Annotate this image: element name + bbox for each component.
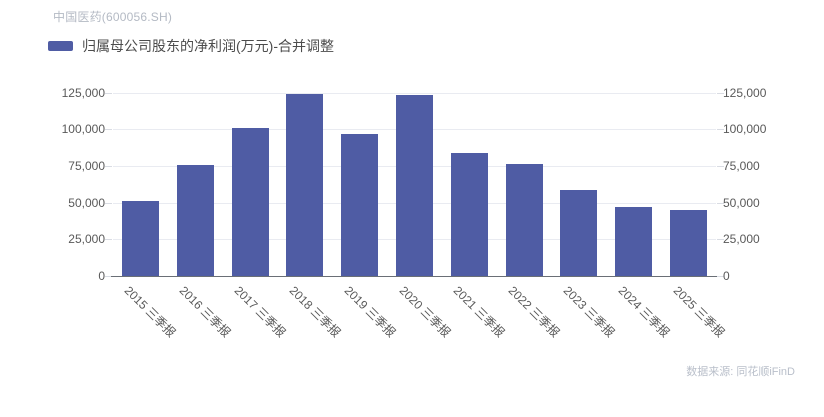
bar-2023-三季报[interactable] xyxy=(560,189,598,276)
y-axis-tick-left xyxy=(105,165,112,167)
x-axis-label: 2018 三季报 xyxy=(286,283,344,341)
y-axis-label-right: 25,000 xyxy=(723,232,760,247)
y-axis-tick-left xyxy=(105,239,112,241)
x-axis-label: 2020 三季报 xyxy=(396,283,453,341)
x-axis-label: 2019 三季报 xyxy=(341,283,398,341)
y-axis-label-left: 25,000 xyxy=(68,232,105,247)
x-axis-label: 2021 三季报 xyxy=(450,283,508,341)
x-axis-label: 2024 三季报 xyxy=(615,283,673,341)
bar-2015-三季报[interactable] xyxy=(121,200,159,276)
y-axis-label-left: 50,000 xyxy=(68,195,105,210)
y-axis-tick-left xyxy=(105,202,112,204)
y-axis-tick-right xyxy=(717,92,724,94)
bar-2016-三季报[interactable] xyxy=(176,165,214,276)
x-axis-label: 2023 三季报 xyxy=(560,283,618,341)
legend-label: 归属母公司股东的净利润(万元)-合并调整 xyxy=(82,38,334,54)
y-axis-label-right: 100,000 xyxy=(723,122,767,137)
y-axis-tick-left xyxy=(105,129,112,131)
bar-2021-三季报[interactable] xyxy=(450,153,488,276)
x-axis-label: 2016 三季报 xyxy=(176,283,234,341)
legend-marker-icon xyxy=(48,41,73,51)
bar-2018-三季报[interactable] xyxy=(286,94,324,276)
data-source-note: 数据来源: 同花顺iFinD xyxy=(686,366,795,378)
bar-2025-三季报[interactable] xyxy=(670,210,708,276)
y-axis-label-left: 100,000 xyxy=(61,122,105,137)
x-axis-label: 2022 三季报 xyxy=(505,283,563,341)
x-axis-label: 2017 三季报 xyxy=(231,283,289,341)
y-axis-tick-right xyxy=(717,239,724,241)
bar-2019-三季报[interactable] xyxy=(341,134,379,276)
bar-2020-三季报[interactable] xyxy=(396,94,433,276)
y-axis-label-right: 0 xyxy=(723,269,730,283)
y-axis-tick-left xyxy=(105,92,112,94)
y-axis-tick-right xyxy=(717,129,724,131)
stock-title: 中国医药(600056.SH) xyxy=(53,10,173,24)
y-axis-tick-right xyxy=(717,165,724,167)
x-axis-line xyxy=(111,276,717,277)
bar-2022-三季报[interactable] xyxy=(505,164,543,276)
x-axis-label: 2015 三季报 xyxy=(122,283,179,341)
y-axis-tick-right xyxy=(717,276,724,277)
legend-item[interactable]: 归属母公司股东的净利润(万元)-合并调整 xyxy=(48,36,334,56)
y-axis-label-right: 50,000 xyxy=(723,195,760,210)
bar-2017-三季报[interactable] xyxy=(231,127,269,276)
x-axis-label: 2025 三季报 xyxy=(670,283,727,341)
y-axis-label-left: 75,000 xyxy=(68,158,105,173)
y-axis-tick-right xyxy=(717,202,724,204)
bar-2024-三季报[interactable] xyxy=(615,207,653,276)
y-axis-label-right: 75,000 xyxy=(723,158,760,173)
y-axis-label-left: 0 xyxy=(98,269,105,283)
y-axis-tick-left xyxy=(105,276,112,277)
gridline xyxy=(113,92,716,94)
y-axis-label-right: 125,000 xyxy=(723,85,767,100)
y-axis-label-left: 125,000 xyxy=(61,85,105,100)
